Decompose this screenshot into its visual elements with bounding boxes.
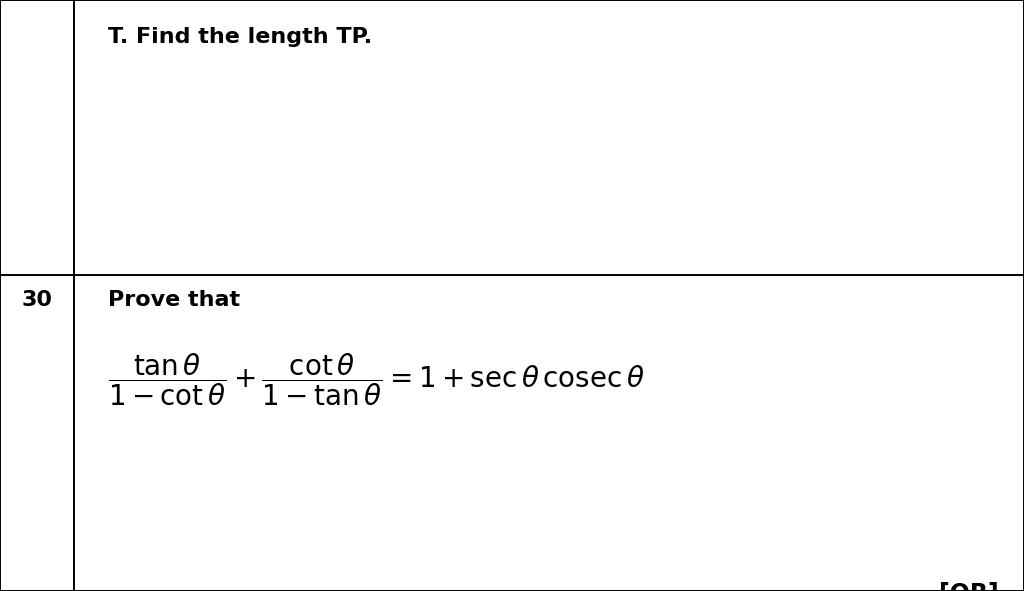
Text: 30: 30 xyxy=(22,290,52,310)
Text: [OR]: [OR] xyxy=(939,582,998,591)
Text: Prove that: Prove that xyxy=(108,290,240,310)
Text: T. Find the length TP.: T. Find the length TP. xyxy=(108,27,372,47)
Text: $\dfrac{\tan\theta}{1-\cot\theta}+\dfrac{\cot\theta}{1-\tan\theta}=1+\sec\theta\: $\dfrac{\tan\theta}{1-\cot\theta}+\dfrac… xyxy=(108,352,644,408)
